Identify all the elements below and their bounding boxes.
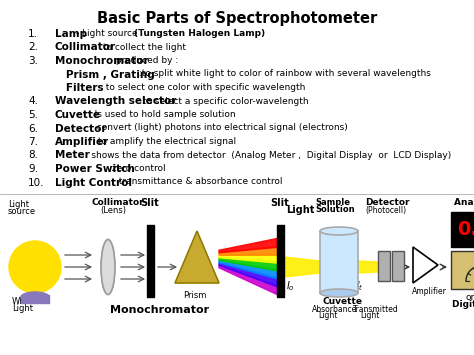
Text: 9.: 9.: [28, 164, 38, 174]
Text: to amplify the electrical signal: to amplify the electrical signal: [95, 137, 237, 146]
Text: Solution: Solution: [315, 205, 355, 214]
Bar: [451, 212, 474, 247]
Polygon shape: [358, 261, 378, 273]
Text: to select one color with specific wavelength: to select one color with specific wavele…: [100, 83, 305, 92]
Polygon shape: [219, 263, 277, 286]
Text: 0.20: 0.20: [457, 220, 474, 239]
Text: 5.: 5.: [28, 110, 38, 120]
Text: Light: Light: [8, 200, 29, 209]
Polygon shape: [219, 246, 277, 255]
Text: Light: Light: [286, 205, 314, 215]
Text: Wavelength selector: Wavelength selector: [55, 97, 176, 106]
Text: Filters: Filters: [55, 83, 104, 93]
Text: 1.: 1.: [28, 29, 38, 39]
Text: Amplifier: Amplifier: [55, 137, 109, 147]
Text: source: source: [8, 207, 36, 216]
Text: Lamp: Lamp: [55, 29, 87, 39]
Text: Meter: Meter: [55, 151, 90, 160]
Text: $I_t$: $I_t$: [356, 279, 364, 293]
Text: Slit: Slit: [271, 198, 289, 208]
Text: Prism: Prism: [183, 291, 206, 300]
Polygon shape: [219, 254, 277, 263]
Bar: [451, 251, 474, 289]
Polygon shape: [413, 247, 438, 283]
Polygon shape: [219, 260, 277, 279]
Text: Transmitted: Transmitted: [353, 305, 399, 314]
Text: 4.: 4.: [28, 97, 38, 106]
Bar: [147, 225, 154, 297]
Text: Monochromator: Monochromator: [55, 56, 149, 66]
Text: Power Switch: Power Switch: [55, 164, 135, 174]
Circle shape: [9, 241, 61, 293]
Text: (Tungsten Halogen Lamp): (Tungsten Halogen Lamp): [134, 29, 265, 38]
Polygon shape: [284, 257, 320, 277]
Bar: [21, 295, 49, 303]
Text: Cuvette: Cuvette: [55, 110, 101, 120]
Text: Light Control: Light Control: [55, 178, 132, 187]
Text: Collimator: Collimator: [55, 43, 116, 53]
Bar: [320, 231, 358, 293]
Text: 10.: 10.: [28, 178, 45, 187]
Text: - Light source: - Light source: [73, 29, 140, 38]
Text: Cuvette: Cuvette: [323, 297, 363, 306]
Text: or: or: [466, 293, 474, 302]
Bar: [392, 251, 404, 281]
Text: Light: Light: [12, 304, 33, 313]
Text: $I_o$: $I_o$: [286, 279, 295, 293]
Text: 2.: 2.: [28, 43, 38, 53]
Text: to select a specific color-wavelength: to select a specific color-wavelength: [140, 97, 309, 105]
Text: convert (light) photons into electrical signal (electrons): convert (light) photons into electrical …: [91, 124, 348, 132]
Text: Light: Light: [360, 311, 379, 320]
Ellipse shape: [101, 240, 115, 295]
Text: produced by :: produced by :: [113, 56, 179, 65]
Text: White: White: [12, 297, 36, 306]
Polygon shape: [219, 239, 277, 253]
Text: transmittance & absorbance control: transmittance & absorbance control: [113, 178, 283, 186]
Text: to collect the light: to collect the light: [100, 43, 186, 51]
Ellipse shape: [320, 227, 358, 235]
Text: Slit: Slit: [141, 198, 159, 208]
Text: 8.: 8.: [28, 151, 38, 160]
Polygon shape: [219, 265, 277, 295]
Text: 7.: 7.: [28, 137, 38, 147]
Text: Detector: Detector: [55, 124, 107, 133]
Text: Absorbance: Absorbance: [312, 305, 357, 314]
Text: Prism , Grating: Prism , Grating: [55, 70, 155, 80]
Text: Sample: Sample: [315, 198, 350, 207]
Text: Monochromator: Monochromator: [110, 305, 210, 315]
Text: (Lens): (Lens): [100, 206, 126, 215]
Text: shows the data from detector  (Analog Meter ,  Digital Display  or  LCD Display): shows the data from detector (Analog Met…: [78, 151, 452, 159]
Text: zero control: zero control: [109, 164, 165, 173]
Text: Light: Light: [318, 311, 337, 320]
Text: 3.: 3.: [28, 56, 38, 66]
Text: Detector: Detector: [365, 198, 410, 207]
Text: (Photocell): (Photocell): [365, 206, 406, 215]
Text: Analog Meter: Analog Meter: [454, 198, 474, 207]
Text: Amplifier: Amplifier: [412, 287, 447, 296]
Ellipse shape: [21, 292, 49, 302]
Text: Digital Display: Digital Display: [452, 300, 474, 309]
Ellipse shape: [320, 289, 358, 297]
Text: Is used to hold sample solution: Is used to hold sample solution: [86, 110, 236, 119]
Text: 6.: 6.: [28, 124, 38, 133]
Text: Basic Parts of Spectrophotometer: Basic Parts of Spectrophotometer: [97, 11, 377, 26]
Bar: [277, 225, 284, 297]
Text: Collimator: Collimator: [92, 198, 145, 207]
Polygon shape: [175, 231, 219, 283]
Polygon shape: [219, 258, 277, 271]
Text: :to split white light to color of rainbow with several wavelengths: :to split white light to color of rainbo…: [136, 70, 431, 78]
Bar: [378, 251, 390, 281]
